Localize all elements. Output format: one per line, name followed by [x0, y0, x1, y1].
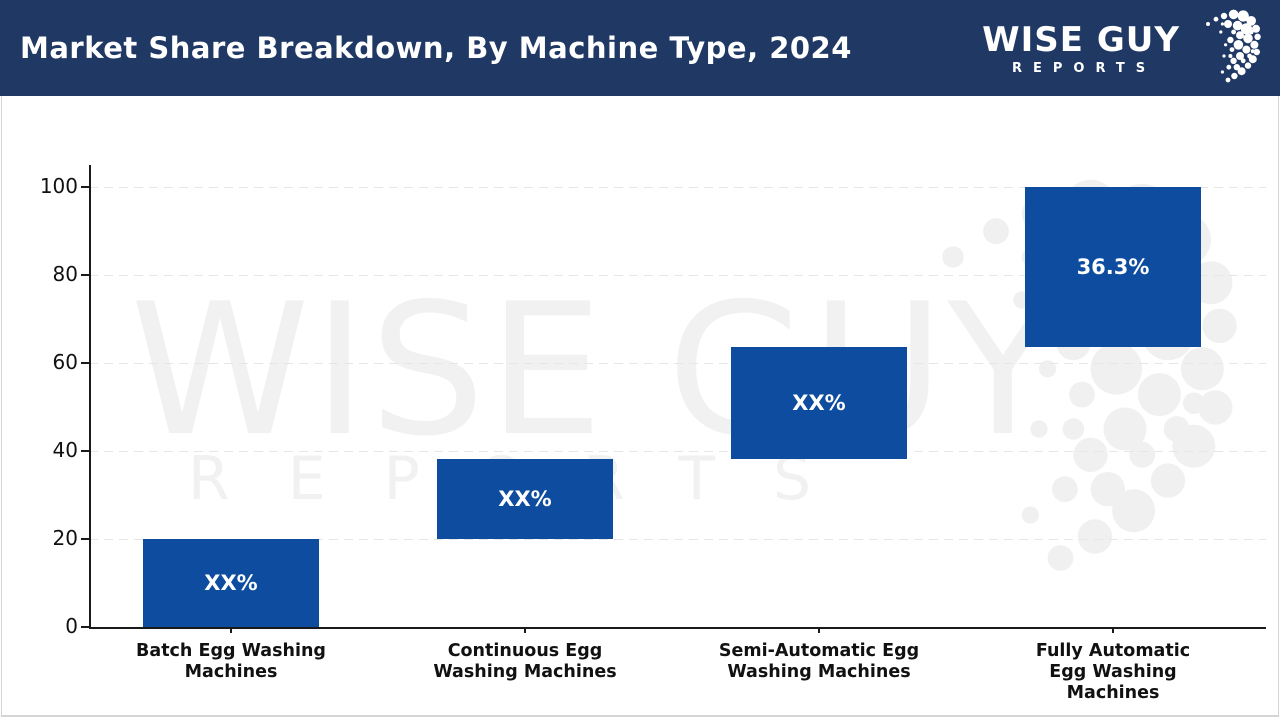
y-tick-mark	[81, 362, 89, 364]
gridline	[89, 187, 1266, 188]
y-tick-mark	[81, 626, 89, 628]
y-tick-label: 0	[65, 614, 78, 638]
gridline	[89, 539, 1266, 540]
x-tick-label: Semi-Automatic Egg Washing Machines	[718, 641, 920, 682]
x-tick-label: Continuous Egg Washing Machines	[433, 641, 617, 682]
bar-value-label: XX%	[792, 390, 846, 415]
bar: 36.3%	[1025, 187, 1201, 347]
y-tick-label: 40	[52, 438, 78, 462]
y-tick-label: 80	[52, 262, 78, 286]
y-axis-line	[89, 165, 91, 629]
bar-value-label: XX%	[204, 571, 258, 595]
x-tick-mark	[524, 627, 526, 633]
x-tick-label: Batch Egg Washing Machines	[136, 641, 326, 682]
x-tick-mark	[818, 627, 820, 633]
wiseguy-logo: WISE GUY REPORTS	[982, 8, 1266, 88]
bar-value-label: 36.3%	[1076, 254, 1150, 279]
gridline	[89, 363, 1266, 364]
bar: XX%	[437, 458, 613, 539]
logo-subtitle: REPORTS	[1012, 60, 1157, 76]
header: Market Share Breakdown, By Machine Type,…	[0, 0, 1280, 96]
x-axis-line	[89, 627, 1266, 629]
y-tick-mark	[81, 186, 89, 188]
y-tick-label: 20	[52, 526, 78, 550]
y-tick-label: 100	[39, 174, 78, 198]
y-tick-label: 60	[52, 350, 78, 374]
gridline	[89, 451, 1266, 452]
x-tick-label: Fully Automatic Egg Washing Machines	[1035, 641, 1191, 703]
bar: XX%	[143, 539, 319, 627]
bar: XX%	[731, 346, 907, 459]
y-tick-mark	[81, 274, 89, 276]
logo-face-icon	[1206, 9, 1261, 83]
logo-text: WISE GUY REPORTS	[982, 21, 1180, 76]
plot: 0 20 40 60 80 100 XX% Batch Egg Washing Machine…	[2, 96, 1278, 715]
logo-wordmark: WISE GUY	[982, 19, 1180, 60]
bar-value-label: XX%	[498, 486, 552, 511]
page-title: Market Share Breakdown, By Machine Type,…	[20, 31, 852, 65]
x-tick-mark	[1112, 627, 1114, 633]
x-tick-mark	[230, 627, 232, 633]
gridline	[89, 275, 1266, 276]
y-tick-mark	[81, 538, 89, 540]
y-tick-mark	[81, 450, 89, 452]
